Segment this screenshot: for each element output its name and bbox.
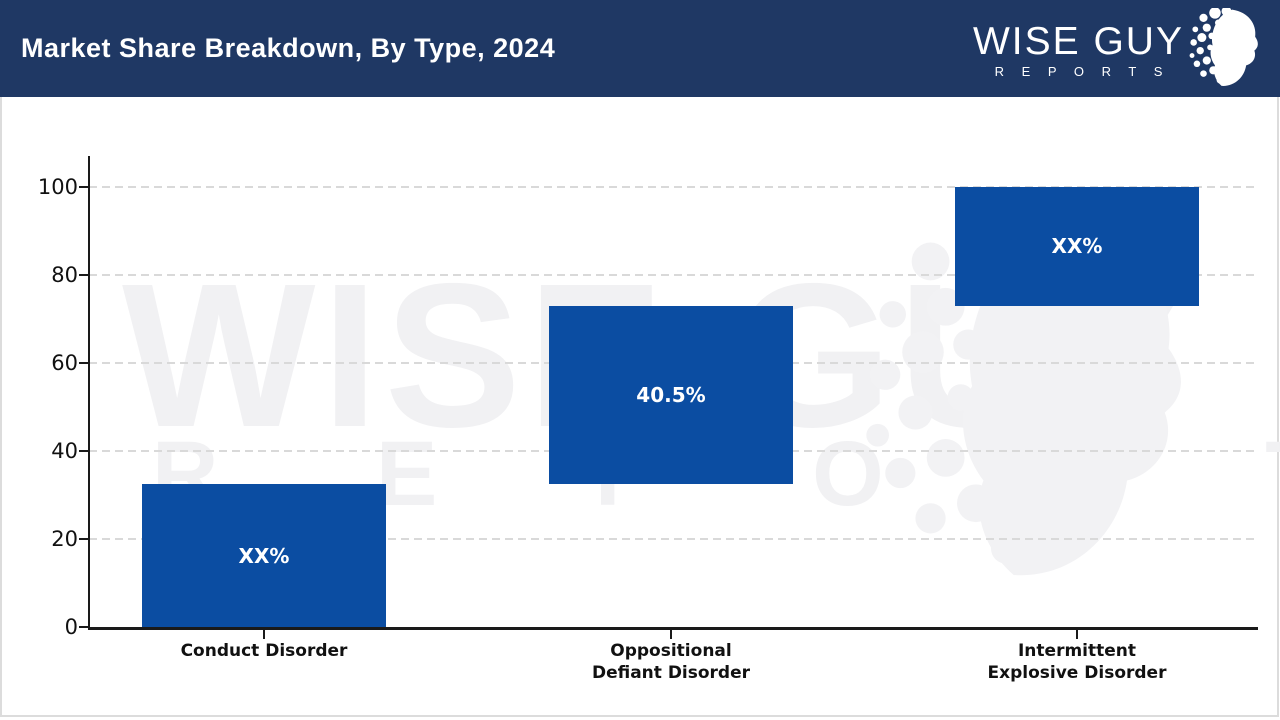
y-tick-label: 60 — [51, 351, 78, 375]
x-axis-line — [88, 627, 1258, 630]
y-axis-tick — [79, 274, 88, 276]
x-axis-tick — [670, 630, 672, 639]
logo-text: WISE GUY R E P O R T S — [973, 22, 1184, 79]
y-tick-label: 40 — [51, 439, 78, 463]
bar-oppositional-defiant-disorder — [549, 305, 793, 484]
bar-value-label: 40.5% — [636, 382, 706, 407]
y-tick-label: 80 — [51, 263, 78, 287]
logo-tagline: R E P O R T S — [994, 64, 1170, 79]
y-axis-tick — [79, 186, 88, 188]
logo-wordmark: WISE GUY — [972, 20, 1184, 63]
wiseguy-logo: WISE GUY R E P O R T S — [973, 0, 1266, 97]
gridline — [89, 538, 1256, 540]
header-bar: Market Share Breakdown, By Type, 2024 WI… — [0, 0, 1280, 97]
face-profile-icon — [1189, 7, 1258, 86]
bar-intermittent-explosive-disorder — [955, 187, 1199, 306]
y-axis-tick — [79, 538, 88, 540]
x-category-label: Intermittent Explosive Disorder — [987, 641, 1167, 683]
y-axis-line — [88, 156, 90, 630]
y-axis-tick — [79, 626, 88, 628]
x-category-label: Conduct Disorder — [180, 641, 348, 661]
x-category-label: Oppositional Defiant Disorder — [591, 641, 751, 683]
gridline — [89, 186, 1256, 188]
y-tick-label: 100 — [37, 175, 78, 199]
bar-value-label: XX% — [238, 543, 290, 568]
gridline — [89, 274, 1256, 276]
y-tick-label: 20 — [51, 527, 78, 551]
y-tick-label: 0 — [64, 615, 78, 639]
y-axis-tick — [79, 450, 88, 452]
bar-value-label: XX% — [1051, 234, 1103, 259]
x-axis-tick — [263, 630, 265, 639]
y-axis-tick — [79, 362, 88, 364]
page-title: Market Share Breakdown, By Type, 2024 — [21, 33, 556, 63]
bar-conduct-disorder — [142, 484, 386, 627]
x-axis-tick — [1076, 630, 1078, 639]
